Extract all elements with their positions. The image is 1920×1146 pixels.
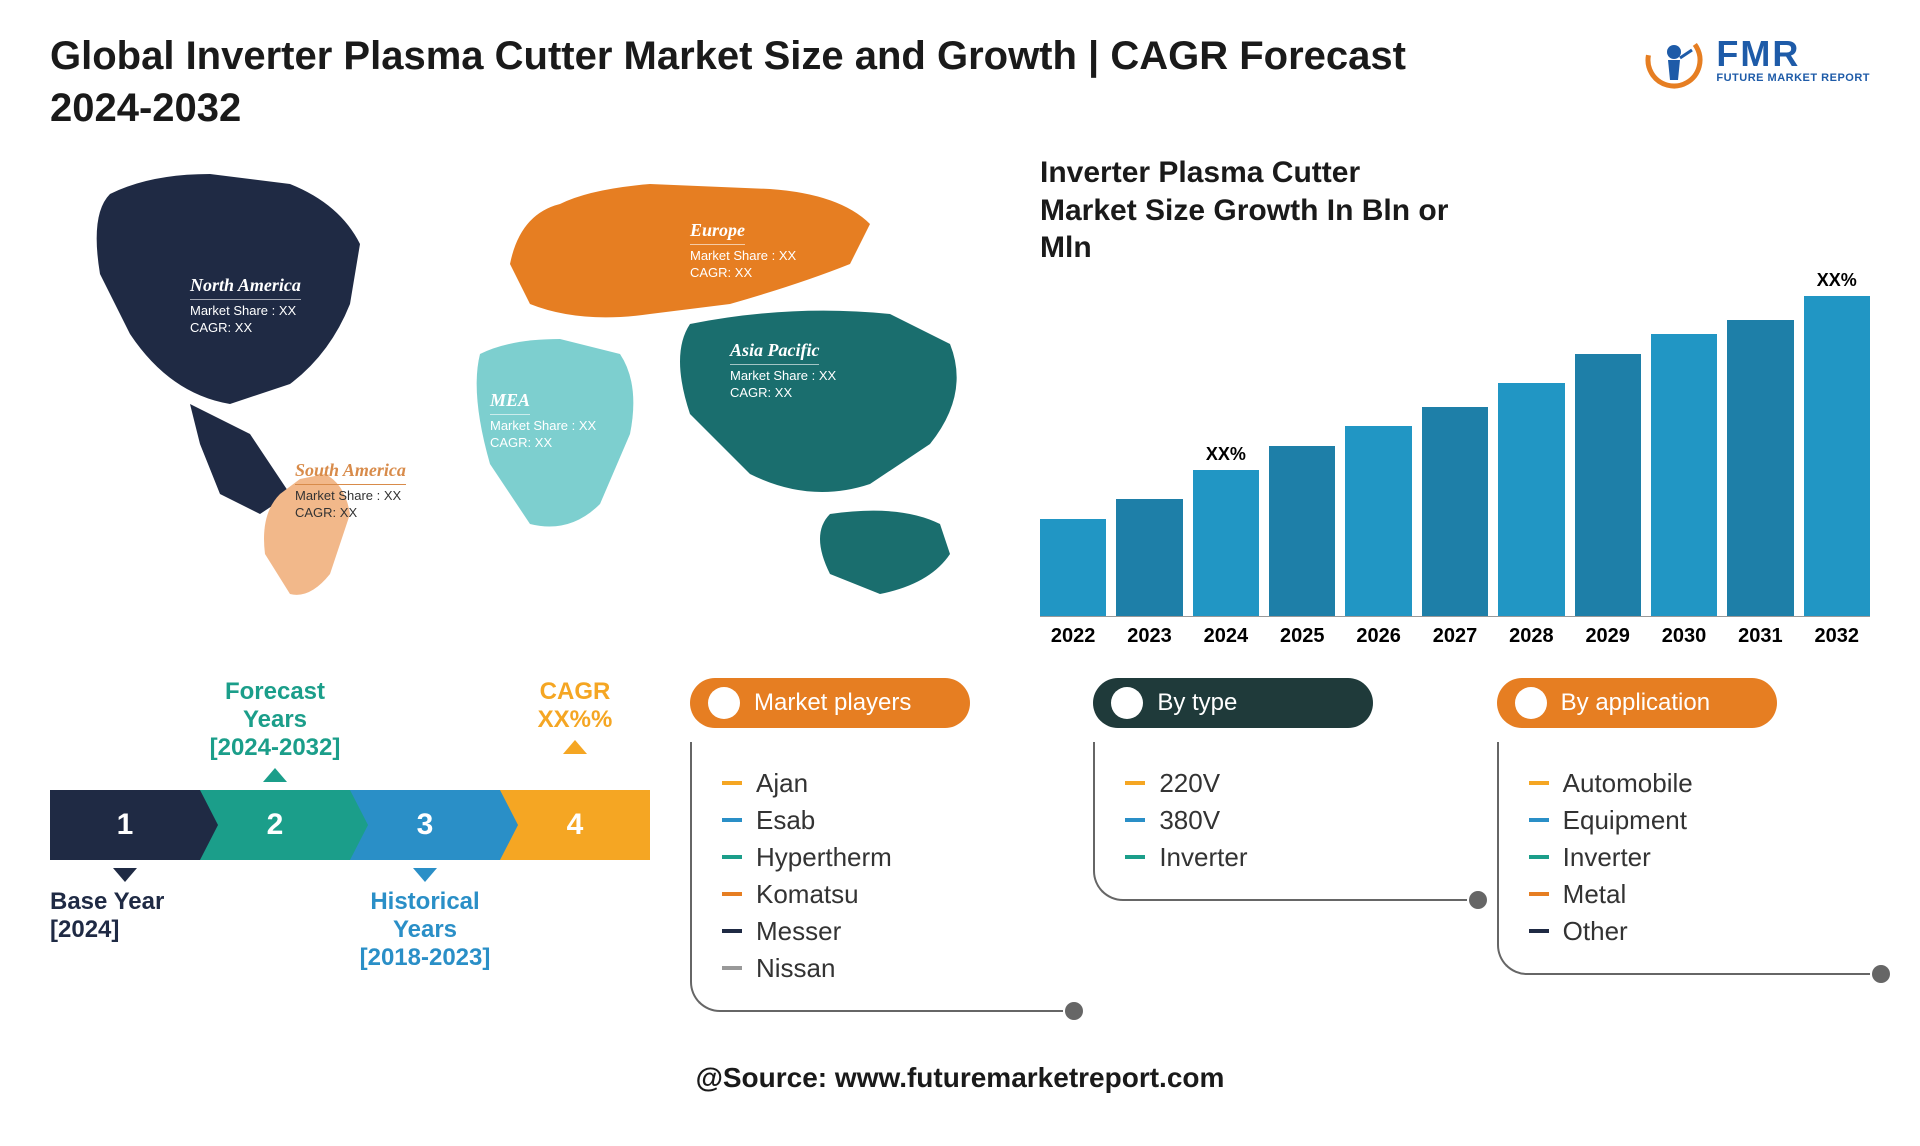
bar-annotation: XX% [1206,444,1246,465]
bar-annotation: XX% [1817,270,1857,291]
category-item: Nissan [722,953,1053,984]
cagr-label: CAGR [500,678,650,706]
bar-year-label: 2026 [1345,625,1411,648]
header: Global Inverter Plasma Cutter Market Siz… [50,30,1870,134]
bar-year-label: 2031 [1727,625,1793,648]
tick-icon [722,818,742,822]
logo-icon [1644,30,1704,90]
category-pill: By application [1497,678,1777,728]
historical-label: Historical Years [350,888,500,944]
tick-icon [1125,855,1145,859]
base-year-label: Base Year [50,888,200,916]
bar-year-label: 2027 [1422,625,1488,648]
logo: FMR FUTURE MARKET REPORT [1644,30,1870,90]
source-attribution: @Source: www.futuremarketreport.com [50,1062,1870,1094]
bar-year-label: 2025 [1269,625,1335,648]
chart-title: Inverter Plasma Cutter Market Size Growt… [1040,154,1460,267]
growth-chart: Inverter Plasma Cutter Market Size Growt… [1040,154,1870,648]
tick-icon [722,855,742,859]
chart-bar [1651,334,1717,615]
region-europe: Europe Market Share : XX CAGR: XX [690,219,796,282]
category-item: Hypertherm [722,842,1053,873]
tick-icon [1529,781,1549,785]
tick-icon [722,781,742,785]
tick-icon [722,929,742,933]
category-column: Market players Ajan Esab Hypertherm Koma… [690,678,1063,1012]
category-item: 220V [1125,768,1456,799]
category-item: Automobile [1529,768,1860,799]
region-north-america: North America Market Share : XX CAGR: XX [190,274,301,337]
region-south-america: South America Market Share : XX CAGR: XX [295,459,406,522]
timeline-seg-1: 1 [50,790,200,860]
tick-icon [1125,781,1145,785]
chart-bar [1116,499,1182,615]
chart-bar [1575,354,1641,616]
chart-bar: XX% [1193,470,1259,615]
arrow-down-icon [113,868,137,882]
bar-year-label: 2023 [1116,625,1182,648]
arrow-up-icon [263,768,287,782]
chart-bar [1498,383,1564,616]
tick-icon [1529,818,1549,822]
category-item: Other [1529,916,1860,947]
bar-year-label: 2022 [1040,625,1106,648]
arrow-down-icon [413,868,437,882]
category-bracket: Automobile Equipment Inverter Metal Othe… [1497,742,1870,975]
category-item: Inverter [1529,842,1860,873]
chart-bar: XX% [1804,296,1870,616]
pill-dot-icon [708,687,740,719]
category-pill: Market players [690,678,970,728]
category-item: Messer [722,916,1053,947]
category-column: By type 220V 380V Inverter [1093,678,1466,1012]
tick-icon [722,892,742,896]
chart-bar [1040,519,1106,616]
region-mea: MEA Market Share : XX CAGR: XX [490,389,596,452]
bar-year-label: 2030 [1651,625,1717,648]
page-title: Global Inverter Plasma Cutter Market Siz… [50,30,1450,134]
tick-icon [1125,818,1145,822]
category-bracket: 220V 380V Inverter [1093,742,1466,901]
logo-text-main: FMR [1716,36,1870,72]
tick-icon [1529,855,1549,859]
pill-dot-icon [1111,687,1143,719]
category-item: Komatsu [722,879,1053,910]
tick-icon [1529,929,1549,933]
category-pill: By type [1093,678,1373,728]
category-item: Ajan [722,768,1053,799]
chart-bar [1422,407,1488,615]
forecast-label: Forecast Years [200,678,350,734]
category-item: Inverter [1125,842,1456,873]
bar-year-label: 2024 [1193,625,1259,648]
tick-icon [722,966,742,970]
pill-dot-icon [1515,687,1547,719]
category-bracket: Ajan Esab Hypertherm Komatsu Messer Niss… [690,742,1063,1012]
category-item: 380V [1125,805,1456,836]
timeline-seg-4: 4 [500,790,650,860]
chart-bar [1727,320,1793,616]
category-item: Equipment [1529,805,1860,836]
bar-year-label: 2028 [1498,625,1564,648]
category-column: By application Automobile Equipment Inve… [1497,678,1870,1012]
arrow-up-icon [563,740,587,754]
category-item: Esab [722,805,1053,836]
chart-bar [1269,446,1335,616]
bar-year-label: 2032 [1804,625,1870,648]
timeline: Forecast Years [2024-2032] CAGR XX%% 1 2… [50,678,650,1012]
world-map: North America Market Share : XX CAGR: XX… [50,154,1000,604]
category-item: Metal [1529,879,1860,910]
bar-year-label: 2029 [1575,625,1641,648]
timeline-seg-2: 2 [200,790,350,860]
chart-bar [1345,426,1411,615]
region-asia-pacific: Asia Pacific Market Share : XX CAGR: XX [730,339,836,402]
timeline-seg-3: 3 [350,790,500,860]
tick-icon [1529,892,1549,896]
logo-text-sub: FUTURE MARKET REPORT [1716,72,1870,84]
